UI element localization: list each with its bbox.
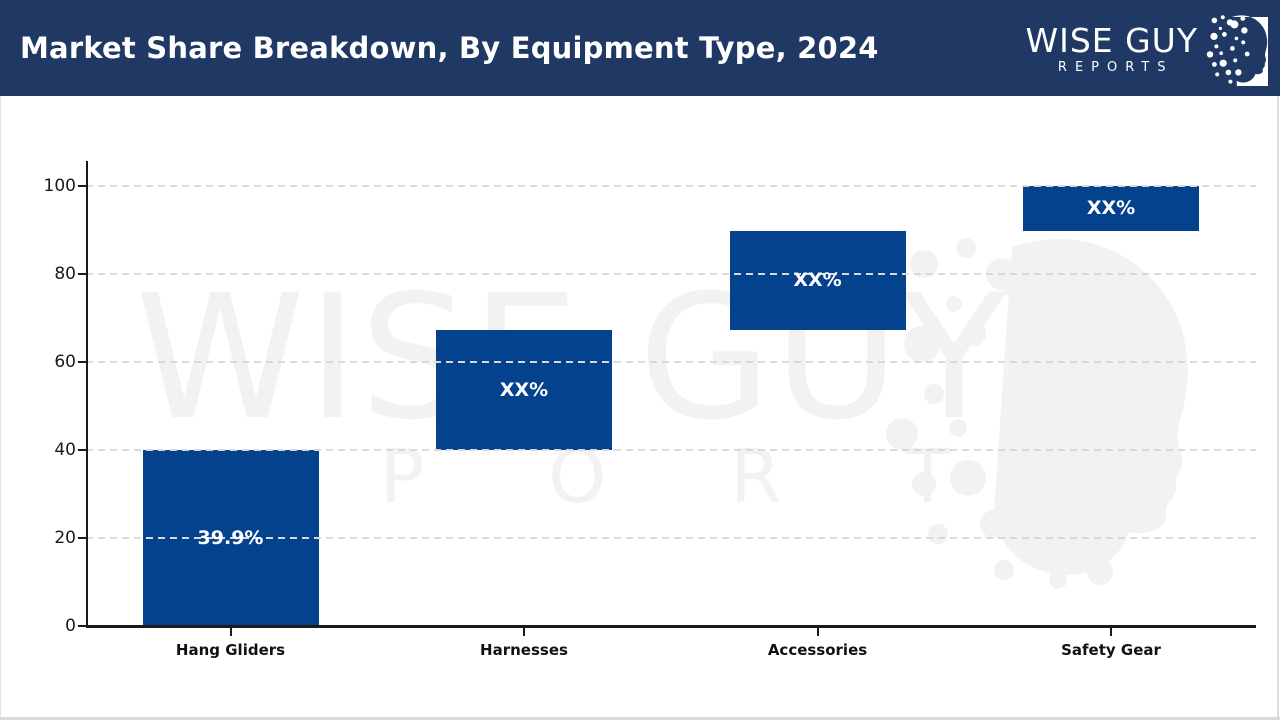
y-axis-tick-mark (78, 185, 86, 187)
frame-edge-bottom (0, 717, 1280, 720)
x-axis-line (86, 625, 1256, 628)
x-axis-tick-mark (1110, 628, 1112, 636)
logo-face-icon (1206, 15, 1268, 87)
chart-title: Market Share Breakdown, By Equipment Typ… (20, 31, 879, 65)
gridline (86, 273, 1256, 275)
x-axis-category-label: Hang Gliders (175, 641, 286, 659)
y-axis-tick-mark (78, 625, 86, 627)
y-axis-tick-label: 20 (54, 528, 76, 548)
y-axis-tick-label: 60 (54, 352, 76, 372)
logo-subtitle: REPORTS (1057, 60, 1174, 75)
bar-value-label: 39.9% (197, 527, 264, 550)
bar-accessories (729, 230, 906, 330)
x-axis-tick-mark (816, 628, 819, 636)
x-axis-category-label: Accessories (767, 641, 868, 659)
x-axis-category-label: Safety Gear (1061, 641, 1161, 659)
logo-wordmark: WISE GUY (1025, 21, 1198, 60)
gridline (86, 185, 1256, 187)
y-axis-tick-mark (78, 537, 86, 539)
header-bar: Market Share Breakdown, By Equipment Typ… (0, 0, 1280, 96)
frame-edge-right (1277, 96, 1279, 720)
y-axis-tick-mark (78, 449, 86, 451)
y-axis-tick-label: 0 (65, 616, 76, 636)
wiseguy-logo: WISE GUY REPORTS (1025, 6, 1268, 92)
logo-text: WISE GUY REPORTS (1025, 24, 1198, 74)
y-axis-tick-label: 40 (54, 440, 76, 460)
y-axis-tick-mark (78, 273, 86, 275)
frame-edge-left (0, 96, 1, 720)
bar-value-label: XX% (499, 379, 549, 402)
y-axis-tick-mark (78, 361, 86, 363)
gridline (86, 537, 1256, 539)
y-axis-tick-label: 100 (43, 176, 76, 196)
x-axis-tick-mark (229, 628, 232, 636)
bar-harnesses (436, 329, 612, 451)
y-axis-tick-label: 80 (54, 264, 76, 284)
watermark-face-icon (886, 238, 1188, 589)
gridline (86, 361, 1256, 363)
y-axis-line (86, 161, 88, 627)
x-axis-category-label: Harnesses (480, 641, 568, 659)
bar-safety-gear (1023, 186, 1199, 231)
gridline (86, 449, 1256, 451)
x-axis-tick-mark (523, 628, 525, 636)
bar-value-label: XX% (1086, 197, 1136, 220)
bar-value-label: XX% (793, 269, 842, 292)
